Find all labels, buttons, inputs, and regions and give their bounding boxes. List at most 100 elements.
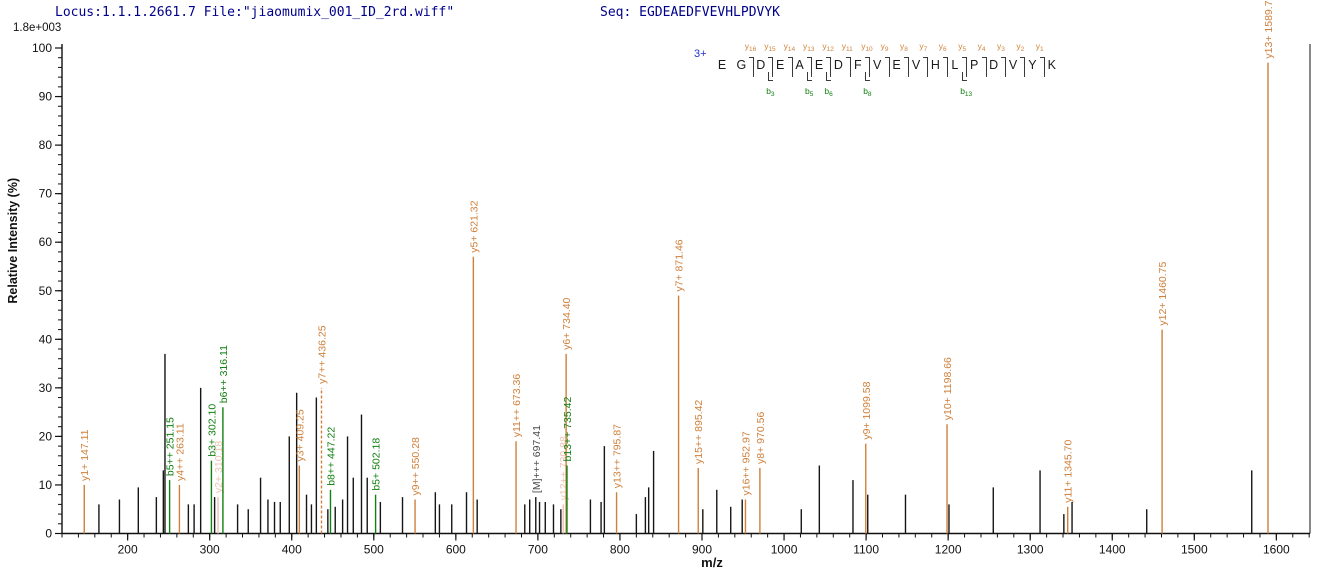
y-ion-label-y2: y2 <box>1016 41 1025 53</box>
y-tick-label: 80 <box>39 138 53 152</box>
y-ion-label-y9: y9 <box>880 41 889 53</box>
fragment-mark-y11 <box>845 57 851 77</box>
residue-9: V <box>873 58 882 72</box>
residue-4: E <box>776 58 785 72</box>
fragment-mark-y15 <box>768 57 774 77</box>
y-axis-title: Relative Intensity (%) <box>6 178 20 304</box>
fragment-mark-y8 <box>904 57 909 77</box>
residue-17: Y <box>1028 58 1037 72</box>
y-tick-label: 20 <box>39 429 53 443</box>
y-tick-label: 100 <box>32 41 52 55</box>
y-ion-label-y12: y12 <box>822 41 834 53</box>
x-tick-label: 300 <box>200 543 220 557</box>
peak-label: [M]+++ 697.41 <box>531 425 543 493</box>
fragment-mark-y6 <box>942 57 948 77</box>
peak-label: y9+ 1099.58 <box>861 381 873 439</box>
fragment-mark-y14 <box>787 57 793 77</box>
fragment-mark-b5 <box>807 72 812 81</box>
residue-6: E <box>814 58 824 72</box>
y-ion-label-y4: y4 <box>977 41 986 53</box>
peak-label: y7++ 436.25 <box>316 325 328 384</box>
b-ion-label-b5: b5 <box>805 86 814 98</box>
y-tick-label: 90 <box>39 90 53 104</box>
b-ion-label-b13: b13 <box>960 86 973 98</box>
y-ion-label-y10: y10 <box>861 41 873 53</box>
b-ion-label-b6: b6 <box>824 86 833 98</box>
peak-label: y2+ 310.18 <box>213 441 225 493</box>
residue-2: G <box>736 58 747 72</box>
peak-label: y16++ 952.97 <box>740 431 752 495</box>
fragment-mark-y12 <box>826 57 832 77</box>
x-tick-label: 1500 <box>1181 543 1208 557</box>
fragment-mark-y16 <box>748 57 754 77</box>
fragment-mark-b8 <box>865 72 871 81</box>
x-tick-label: 1000 <box>771 543 798 557</box>
x-tick-label: 1100 <box>853 543 879 557</box>
x-tick-label: 800 <box>610 543 630 557</box>
y-tick-label: 0 <box>45 527 52 541</box>
residue-8: F <box>853 58 862 72</box>
y-tick-label: 10 <box>39 478 53 492</box>
x-tick-label: 500 <box>364 543 384 557</box>
x-tick-label: 600 <box>446 543 466 557</box>
fragment-mark-b13 <box>962 72 968 81</box>
peak-label: y13++ 795.87 <box>612 424 624 488</box>
peak-label: y11+ 1345.70 <box>1063 439 1075 502</box>
y-tick-label: 40 <box>39 332 53 346</box>
y-tick-label: 50 <box>39 284 53 298</box>
peak-label: b8++ 447.22 <box>325 427 337 486</box>
peak-label: y8+ 970.56 <box>755 412 767 464</box>
fragment-mark-y5 <box>962 57 968 77</box>
peak-label: y13+ 1589.79 <box>1263 0 1275 59</box>
residue-14: P <box>970 58 979 72</box>
precursor-charge-label: 3+ <box>694 48 707 60</box>
residue-11: V <box>911 58 921 72</box>
peak-label: b5++ 251.15 <box>165 417 177 476</box>
residue-5: A <box>795 58 804 72</box>
y-tick-label: 70 <box>39 187 53 201</box>
x-tick-label: 400 <box>282 543 302 557</box>
peak-label: b13++ 735.42 <box>562 397 574 462</box>
residue-1: E <box>717 58 727 72</box>
b-ion-label-b3: b3 <box>766 86 775 98</box>
y-ion-label-y3: y3 <box>997 41 1005 53</box>
y-ion-label-y13: y13 <box>803 41 815 53</box>
peak-label: y4++ 263.11 <box>174 423 186 481</box>
peak-label: y1+ 147.11 <box>79 429 91 481</box>
b-ion-label-b8: b8 <box>863 86 872 98</box>
y-tick-label: 30 <box>39 381 53 395</box>
residue-3: D <box>756 58 766 72</box>
residue-13: L <box>951 58 959 72</box>
peak-label: y7+ 871.46 <box>674 239 686 291</box>
fragment-mark-y3 <box>1001 57 1006 77</box>
residue-10: E <box>892 58 901 72</box>
y-ion-label-y14: y14 <box>783 41 796 53</box>
fragment-mark-y10 <box>865 57 871 77</box>
y-ion-label-y15: y15 <box>764 41 776 53</box>
x-tick-label: 1200 <box>935 543 962 557</box>
peak-label: y11++ 673.36 <box>511 374 523 438</box>
y-ion-label-y7: y7 <box>919 41 928 53</box>
peak-label: b5+ 502.18 <box>371 438 383 491</box>
residue-15: D <box>989 58 999 72</box>
y-ion-label-y1: y1 <box>1035 41 1044 53</box>
peak-label: y5+ 621.32 <box>468 200 480 252</box>
fragment-mark-y9 <box>884 57 890 77</box>
fragment-mark-y2 <box>1020 57 1026 77</box>
x-tick-label: 700 <box>528 543 548 557</box>
x-tick-label: 200 <box>118 543 138 557</box>
peak-label: b3+ 302.10 <box>206 404 218 457</box>
fragment-mark-y13 <box>807 57 812 77</box>
intensity-full-scale-label: 1.8e+003 <box>13 22 62 34</box>
peak-label: y12+ 1460.75 <box>1157 261 1169 325</box>
y-ion-label-y16: y16 <box>744 41 757 53</box>
peak-label: y3+ 409.25 <box>294 409 306 461</box>
residue-18: K <box>1047 58 1056 72</box>
header-sequence: Seq: EGDEAEDFVEVHLPDVYK <box>600 5 781 20</box>
y-ion-label-y6: y6 <box>938 41 947 53</box>
fragment-mark-y4 <box>981 57 987 77</box>
